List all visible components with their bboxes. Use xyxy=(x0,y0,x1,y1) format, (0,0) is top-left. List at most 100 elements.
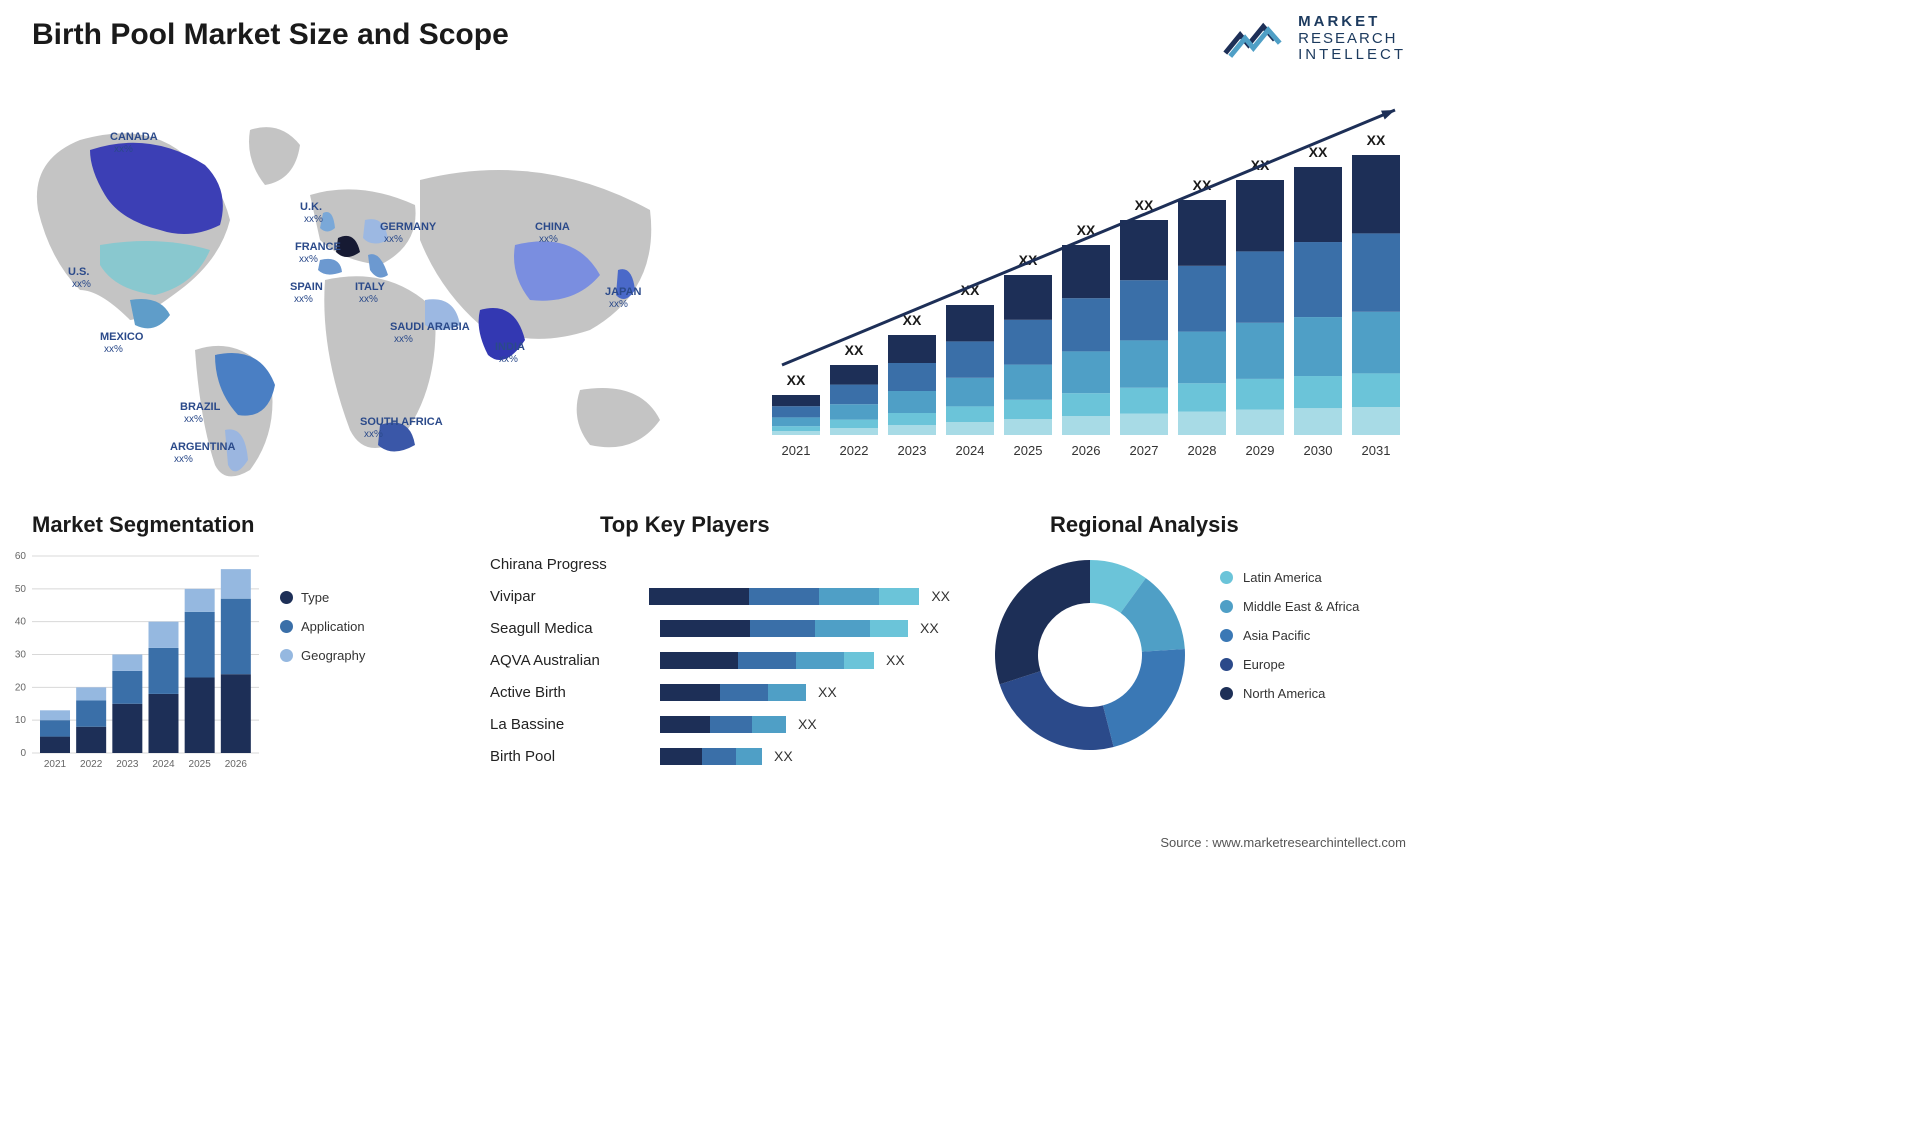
legend-label: Asia Pacific xyxy=(1243,628,1310,643)
logo-icon xyxy=(1222,16,1288,62)
legend-label: Geography xyxy=(301,648,365,663)
bar-value-label: XX xyxy=(845,342,864,358)
legend-dot-icon xyxy=(280,591,293,604)
bar-year-label: 2022 xyxy=(840,443,869,458)
donut-slice xyxy=(1103,649,1185,747)
player-value: XX xyxy=(774,748,793,764)
player-bar xyxy=(660,652,874,669)
legend-label: Latin America xyxy=(1243,570,1322,585)
player-bar-seg xyxy=(660,748,702,765)
player-row: ViviparXX xyxy=(490,582,950,610)
player-bar-seg xyxy=(660,652,738,669)
segmentation-title: Market Segmentation xyxy=(32,512,432,538)
seg-legend-item: Type xyxy=(280,590,365,605)
bar-year-label: 2029 xyxy=(1246,443,1275,458)
player-bar-seg xyxy=(749,588,819,605)
legend-dot-icon xyxy=(1220,571,1233,584)
players-list: Chirana ProgressViviparXXSeagull MedicaX… xyxy=(490,550,950,770)
map-country-label: SAUDI ARABIA xyxy=(390,321,470,333)
legend-dot-icon xyxy=(1220,600,1233,613)
regional-legend-item: Middle East & Africa xyxy=(1220,599,1359,614)
legend-dot-icon xyxy=(1220,658,1233,671)
source-label: Source : www.marketresearchintellect.com xyxy=(1160,835,1406,850)
map-country-pct: xx% xyxy=(499,354,518,365)
map-country-pct: xx% xyxy=(184,414,203,425)
player-bar-seg xyxy=(815,620,870,637)
logo-line1: MARKET xyxy=(1298,14,1406,31)
player-name: AQVA Australian xyxy=(490,652,660,669)
segmentation-legend: Type Application Geography xyxy=(280,590,365,677)
player-value: XX xyxy=(798,716,817,732)
player-bar-seg xyxy=(702,748,736,765)
player-bar-seg xyxy=(752,716,786,733)
player-bar-seg xyxy=(720,684,768,701)
bar-year-label: 2028 xyxy=(1188,443,1217,458)
seg-ytick: 60 xyxy=(15,551,27,562)
bar-value-label: XX xyxy=(787,372,806,388)
player-bar xyxy=(660,620,908,637)
seg-legend-item: Application xyxy=(280,619,365,634)
logo-line2: RESEARCH xyxy=(1298,31,1406,48)
map-country-label: ITALY xyxy=(355,281,386,293)
map-country-label: U.S. xyxy=(68,266,89,278)
player-row: La Bassine XX xyxy=(490,710,950,738)
map-country-label: FRANCE xyxy=(295,241,341,253)
bar-year-label: 2025 xyxy=(1014,443,1043,458)
player-value: XX xyxy=(920,620,939,636)
regional-donut xyxy=(990,555,1190,755)
player-bar-seg xyxy=(796,652,844,669)
logo-line3: INTELLECT xyxy=(1298,47,1406,64)
legend-dot-icon xyxy=(1220,687,1233,700)
world-map: CANADAxx%U.S.xx%MEXICOxx%BRAZILxx%ARGENT… xyxy=(20,90,700,490)
player-bar-seg xyxy=(710,716,752,733)
player-bar xyxy=(660,716,786,733)
seg-year-label: 2025 xyxy=(189,759,212,770)
player-bar-seg xyxy=(660,620,750,637)
map-country-pct: xx% xyxy=(364,429,383,440)
map-country-label: MEXICO xyxy=(100,331,144,343)
player-bar xyxy=(660,684,806,701)
regional-legend-item: North America xyxy=(1220,686,1359,701)
map-country-label: GERMANY xyxy=(380,221,437,233)
seg-ytick: 10 xyxy=(15,715,27,726)
page-title: Birth Pool Market Size and Scope xyxy=(32,18,509,52)
bar-year-label: 2030 xyxy=(1304,443,1333,458)
seg-year-label: 2021 xyxy=(44,759,67,770)
player-bar xyxy=(660,748,762,765)
bar-value-label: XX xyxy=(1367,132,1386,148)
map-country-label: CANADA xyxy=(110,131,158,143)
player-value: XX xyxy=(886,652,905,668)
player-row: AQVA Australian XX xyxy=(490,646,950,674)
seg-year-label: 2023 xyxy=(116,759,139,770)
player-row: Chirana Progress xyxy=(490,550,950,578)
legend-label: North America xyxy=(1243,686,1325,701)
map-country-pct: xx% xyxy=(384,234,403,245)
player-row: Active BirthXX xyxy=(490,678,950,706)
players-title: Top Key Players xyxy=(600,512,950,538)
player-bar-seg xyxy=(819,588,879,605)
bar-year-label: 2031 xyxy=(1362,443,1391,458)
player-value: XX xyxy=(818,684,837,700)
map-country-label: U.K. xyxy=(300,201,322,213)
map-country-label: SOUTH AFRICA xyxy=(360,416,443,428)
map-country-label: BRAZIL xyxy=(180,401,221,413)
donut-slice xyxy=(1000,671,1114,750)
seg-year-label: 2022 xyxy=(80,759,103,770)
player-name: Birth Pool xyxy=(490,748,660,765)
player-name: La Bassine xyxy=(490,716,660,733)
map-country-pct: xx% xyxy=(114,144,133,155)
player-name: Chirana Progress xyxy=(490,556,660,573)
regional-legend-item: Europe xyxy=(1220,657,1359,672)
bar-year-label: 2026 xyxy=(1072,443,1101,458)
map-country-pct: xx% xyxy=(72,279,91,290)
player-bar-seg xyxy=(660,716,710,733)
legend-label: Europe xyxy=(1243,657,1285,672)
seg-ytick: 50 xyxy=(15,584,27,595)
segmentation-chart: 0102030405060202120222023202420252026 xyxy=(4,548,264,778)
seg-ytick: 0 xyxy=(20,748,26,759)
player-bar-seg xyxy=(736,748,762,765)
map-country-pct: xx% xyxy=(174,454,193,465)
player-row: Seagull MedicaXX xyxy=(490,614,950,642)
player-name: Vivipar xyxy=(490,588,649,605)
brand-logo: MARKET RESEARCH INTELLECT xyxy=(1222,14,1406,64)
